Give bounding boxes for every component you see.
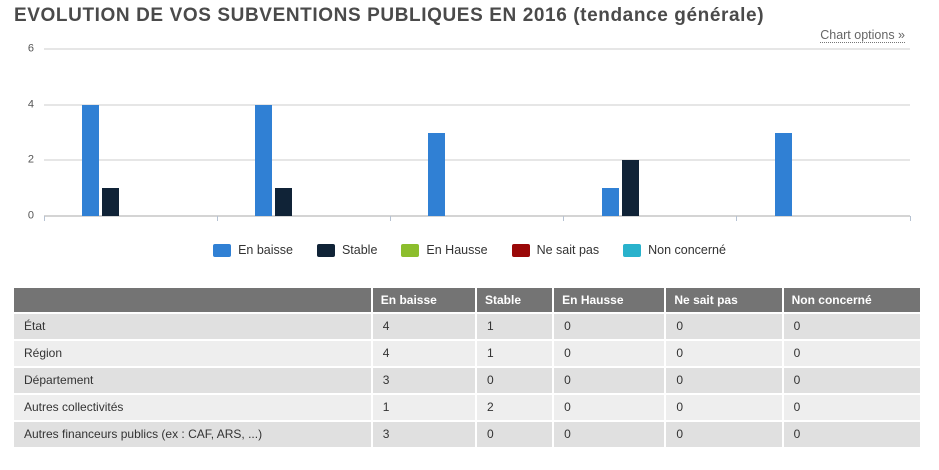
table-row-etat: État 4 1 0 0 0 [14,314,920,339]
cell-autres-collectivites-non-concerne: 0 [783,395,920,420]
gridline-y-4 [44,103,910,106]
x-axis-tick-1 [216,216,218,221]
legend-label-en-hausse: En Hausse [426,243,488,257]
category-group-region [217,49,390,216]
bar-chart: 0 2 4 6 [0,43,939,229]
table-row-autres-financeurs-publics-ex-caf-ars: Autres financeurs publics (ex : CAF, ARS… [14,422,920,447]
legend-swatch-non-concerne [623,243,642,257]
x-axis-tick-5 [909,216,911,221]
legend-item-en-baisse: En baisse [213,243,293,257]
bar-en-baisse-autres-collectivites [601,188,619,216]
cell-etat-non-concerne: 0 [783,314,920,339]
cell-departement-en-hausse: 0 [554,368,665,393]
legend-swatch-en-hausse [401,243,420,257]
header-cell-stable: Stable [477,288,553,312]
chart-legend: En baisse Stable En Hausse Ne sait pas Non c… [0,243,939,257]
x-axis-tick-0 [43,216,45,221]
legend-item-en-hausse: En Hausse [401,243,488,257]
category-group-autres-collectivites [564,49,737,216]
y-tick-label-4: 4 [27,98,34,111]
legend-label-en-baisse: En baisse [238,243,293,257]
cell-autres-collectivites-stable: 2 [477,395,553,420]
cell-region-en-hausse: 0 [554,341,665,366]
cell-region-stable: 1 [477,341,553,366]
legend-label-stable: Stable [341,243,378,257]
y-tick-label-2: 2 [27,153,34,166]
page-title: EVOLUTION DE VOS SUBVENTIONS PUBLIQUES E… [14,5,765,26]
legend-item-ne-sait-pas: Ne sait pas [511,243,600,257]
header-cell-non-concerne: Non concerné [783,288,920,312]
bar-stable-autres-collectivites [621,160,639,216]
gridline-y-6 [44,48,910,50]
cell-autres-collectivites-ne-sait-pas: 0 [666,395,782,420]
bar-en-baisse-autres-financeurs-publics-ex-caf-ars [774,132,792,216]
legend-label-ne-sait-pas: Ne sait pas [536,243,600,257]
cell-autres-financeurs-publics-ex-caf-ars-stable: 0 [477,422,553,447]
cell-departement-stable: 0 [477,368,553,393]
y-axis: 0 2 4 6 [8,43,38,221]
cell-etat-stable: 1 [477,314,553,339]
bar-en-baisse-etat [82,104,100,216]
y-tick-label-0: 0 [27,209,34,222]
header-cell-en-baisse: En baisse [372,288,475,312]
row-label: Région [14,341,371,366]
header-cell-en-hausse: En Hausse [554,288,665,312]
category-group-etat [44,49,217,216]
cell-etat-en-hausse: 0 [554,314,665,339]
cell-etat-ne-sait-pas: 0 [666,314,782,339]
results-table: En baisse Stable En Hausse Ne sait pas Non c… [12,286,922,449]
x-axis-tick-3 [563,216,565,221]
legend-swatch-ne-sait-pas [511,243,530,257]
cell-autres-collectivites-en-baisse: 1 [372,395,475,420]
row-label: Autres collectivités [14,395,371,420]
y-tick-label-6: 6 [27,42,34,55]
cell-autres-financeurs-publics-ex-caf-ars-non-concerne: 0 [783,422,920,447]
header-cell-empty [14,288,371,312]
bar-en-baisse-departement [428,132,446,216]
row-label: État [14,314,371,339]
gridline-y-0 [44,215,910,217]
cell-etat-en-baisse: 4 [372,314,475,339]
chart-options-link[interactable]: Chart options » [820,28,905,43]
cell-autres-financeurs-publics-ex-caf-ars-ne-sait-pas: 0 [666,422,782,447]
legend-item-non-concerne: Non concerné [623,243,726,257]
x-axis-tick-4 [736,216,738,221]
bar-en-baisse-region [255,104,273,216]
gridline-y-2 [44,159,910,162]
table-header-row: En baisse Stable En Hausse Ne sait pas Non c… [14,288,920,312]
header-cell-ne-sait-pas: Ne sait pas [666,288,782,312]
legend-item-stable: Stable [316,243,378,257]
cell-region-non-concerne: 0 [783,341,920,366]
legend-swatch-stable [316,243,335,257]
category-group-departement [390,49,563,216]
row-label: Autres financeurs publics (ex : CAF, ARS… [14,422,371,447]
legend-label-non-concerne: Non concerné [648,243,726,257]
cell-autres-financeurs-publics-ex-caf-ars-en-hausse: 0 [554,422,665,447]
x-axis-tick-2 [389,216,391,221]
table-row-region: Région 4 1 0 0 0 [14,341,920,366]
table-body: État 4 1 0 0 0 Région 4 1 0 0 0 Département 3 0 0 0 0 Autr… [14,314,920,447]
cell-departement-en-baisse: 3 [372,368,475,393]
bar-stable-etat [102,188,120,216]
cell-departement-non-concerne: 0 [783,368,920,393]
table-row-autres-collectivites: Autres collectivités 1 2 0 0 0 [14,395,920,420]
table-row-departement: Département 3 0 0 0 0 [14,368,920,393]
row-label: Département [14,368,371,393]
category-group-autres-financeurs-publics-ex-caf-ars [737,49,910,216]
cell-autres-financeurs-publics-ex-caf-ars-en-baisse: 3 [372,422,475,447]
cell-region-en-baisse: 4 [372,341,475,366]
bar-stable-region [275,188,293,216]
plot-area [43,48,911,221]
legend-swatch-en-baisse [213,243,232,257]
cell-autres-collectivites-en-hausse: 0 [554,395,665,420]
cell-region-ne-sait-pas: 0 [666,341,782,366]
cell-departement-ne-sait-pas: 0 [666,368,782,393]
